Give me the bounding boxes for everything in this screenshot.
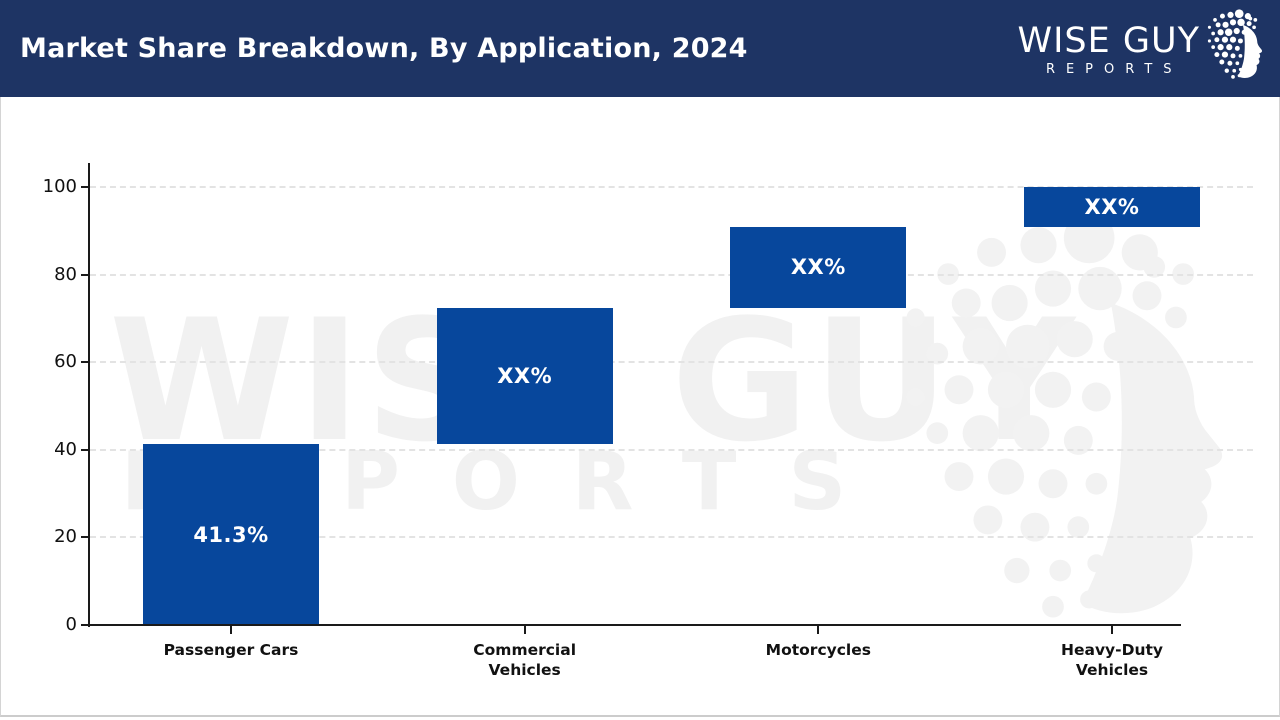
- y-tick-label-0: 0: [27, 612, 77, 638]
- brand-logo: WISE GUY REPORTS: [1017, 8, 1280, 90]
- bar-3: XX%: [730, 227, 906, 308]
- chart-area: WISE GUY REPORTS 02040608010041.3%Passen…: [0, 97, 1280, 717]
- x-tick-label-line: Vehicles: [415, 660, 635, 680]
- x-tick-2: [524, 626, 526, 634]
- bar-label-2: XX%: [497, 364, 552, 388]
- gridline-60: [90, 361, 1253, 363]
- x-tick-4: [1111, 626, 1113, 634]
- x-tick-label-line: Vehicles: [1002, 660, 1222, 680]
- page: Market Share Breakdown, By Application, …: [0, 0, 1280, 720]
- bar-4: XX%: [1024, 187, 1200, 227]
- y-tick-label-20: 20: [27, 524, 77, 550]
- bar-label-3: XX%: [791, 255, 846, 279]
- x-axis-line: [88, 624, 1181, 626]
- x-tick-label-line: Motorcycles: [708, 640, 928, 660]
- x-tick-label-line: Passenger Cars: [121, 640, 341, 660]
- y-axis-line: [88, 163, 90, 627]
- brand-name: WISE GUY: [1017, 21, 1200, 61]
- bar-label-1: 41.3%: [193, 523, 268, 547]
- x-tick-label-1: Passenger Cars: [121, 640, 341, 660]
- bar-2: XX%: [437, 308, 613, 444]
- x-tick-label-line: Commercial: [415, 640, 635, 660]
- brand-subname: REPORTS: [1035, 62, 1183, 77]
- x-tick-label-line: Heavy-Duty: [1002, 640, 1222, 660]
- chart-title: Market Share Breakdown, By Application, …: [0, 33, 748, 64]
- x-tick-label-3: Motorcycles: [708, 640, 928, 660]
- watermark-face-icon: [863, 209, 1243, 679]
- y-tick-label-100: 100: [27, 174, 77, 200]
- brand-logo-text: WISE GUY REPORTS: [1017, 21, 1200, 77]
- logo-face-icon: [1202, 8, 1264, 90]
- y-tick-label-80: 80: [27, 262, 77, 288]
- x-tick-label-2: CommercialVehicles: [415, 640, 635, 681]
- header: Market Share Breakdown, By Application, …: [0, 0, 1280, 97]
- bar-1: 41.3%: [143, 444, 319, 625]
- x-tick-label-4: Heavy-DutyVehicles: [1002, 640, 1222, 681]
- x-tick-1: [230, 626, 232, 634]
- bar-label-4: XX%: [1085, 195, 1140, 219]
- y-tick-label-40: 40: [27, 437, 77, 463]
- y-tick-label-60: 60: [27, 349, 77, 375]
- gridline-80: [90, 274, 1253, 276]
- x-tick-3: [817, 626, 819, 634]
